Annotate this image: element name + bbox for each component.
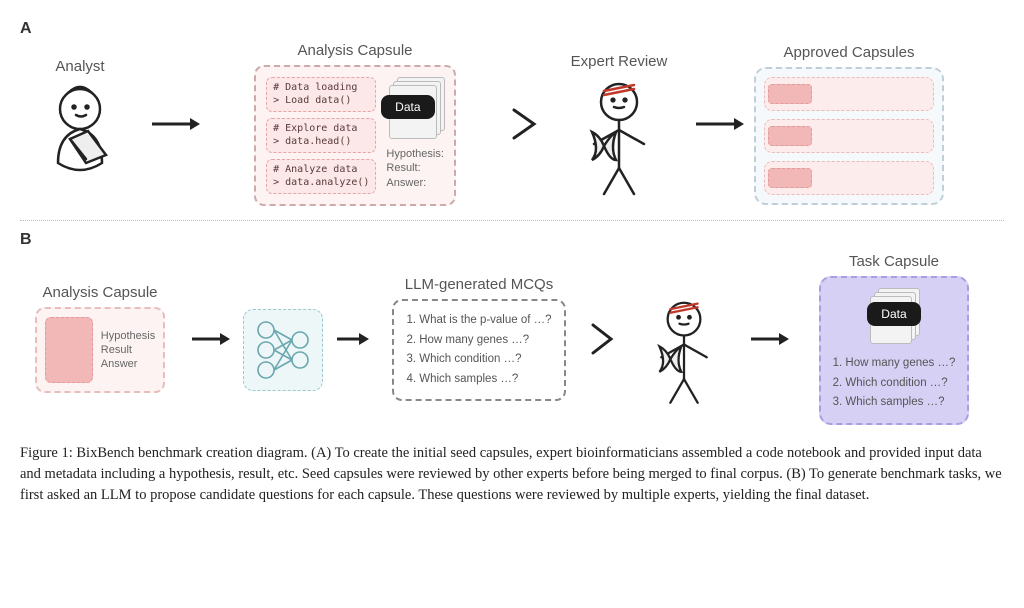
arrow-icon (335, 329, 369, 349)
meta-answer: Answer: (386, 176, 443, 190)
arrow-icon (150, 114, 200, 134)
analyst-label: Analyst (55, 58, 104, 75)
panel-divider (20, 220, 1004, 221)
panel-b-label: B (20, 231, 1004, 249)
panel-a: A Analyst Analysis Capsule (20, 20, 1004, 206)
arrow-icon (749, 329, 789, 349)
data-pill: Data (381, 95, 434, 119)
task-q-item: 2. Which condition …? (833, 374, 956, 394)
mcq-item: 2. How many genes …? (406, 331, 551, 351)
approved-capsules (754, 67, 944, 205)
analysis-capsule-a: # Data loading > Load data() # Explore d… (254, 65, 456, 206)
analyst-icon (30, 81, 130, 191)
figure-caption: Figure 1: BixBench benchmark creation di… (20, 443, 1004, 506)
mcq-item: 3. Which condition …? (406, 350, 551, 370)
task-capsule-label: Task Capsule (849, 253, 939, 270)
panel-a-label: A (20, 20, 1004, 38)
meta-answer: Answer (101, 357, 155, 371)
meta-result: Result: (386, 161, 443, 175)
capsule-b-label: Analysis Capsule (42, 284, 157, 301)
approved-capsule-item (764, 161, 934, 195)
approved-capsule-item (764, 119, 934, 153)
review-arrow-icon (589, 319, 619, 359)
review-label: Expert Review (571, 53, 668, 70)
mcq-item: 1. What is the p-value of …? (406, 311, 551, 331)
task-q-item: 3. Which samples …? (833, 393, 956, 413)
code-chip-icon (45, 317, 93, 383)
meta-result: Result (101, 343, 155, 357)
data-pill: Data (867, 302, 920, 326)
llm-icon (243, 309, 323, 391)
review-arrow-icon (510, 104, 544, 144)
approved-label: Approved Capsules (784, 44, 915, 61)
approved-capsule-item (764, 77, 934, 111)
reviewer-icon (634, 295, 734, 405)
llm-mcq-label: LLM-generated MCQs (405, 276, 553, 293)
code-cell: # Data loading > Load data() (266, 77, 376, 112)
panel-b: B Analysis Capsule Hypothesis Result Ans… (20, 231, 1004, 425)
arrow-icon (190, 329, 230, 349)
meta-hypothesis: Hypothesis: (386, 147, 443, 161)
code-cell: # Analyze data > data.analyze() (266, 159, 376, 194)
code-cell: # Explore data > data.head() (266, 118, 376, 153)
analysis-capsule-b: Hypothesis Result Answer (35, 307, 165, 393)
arrow-icon (694, 114, 744, 134)
meta-hypothesis: Hypothesis (101, 329, 155, 343)
task-q-item: 1. How many genes …? (833, 354, 956, 374)
reviewer-icon (564, 76, 674, 196)
mcq-item: 4. Which samples …? (406, 370, 551, 390)
capsule-a-label: Analysis Capsule (297, 42, 412, 59)
task-capsule: Data 1. How many genes …? 2. Which condi… (819, 276, 970, 425)
mcq-box: 1. What is the p-value of …? 2. How many… (392, 299, 565, 401)
